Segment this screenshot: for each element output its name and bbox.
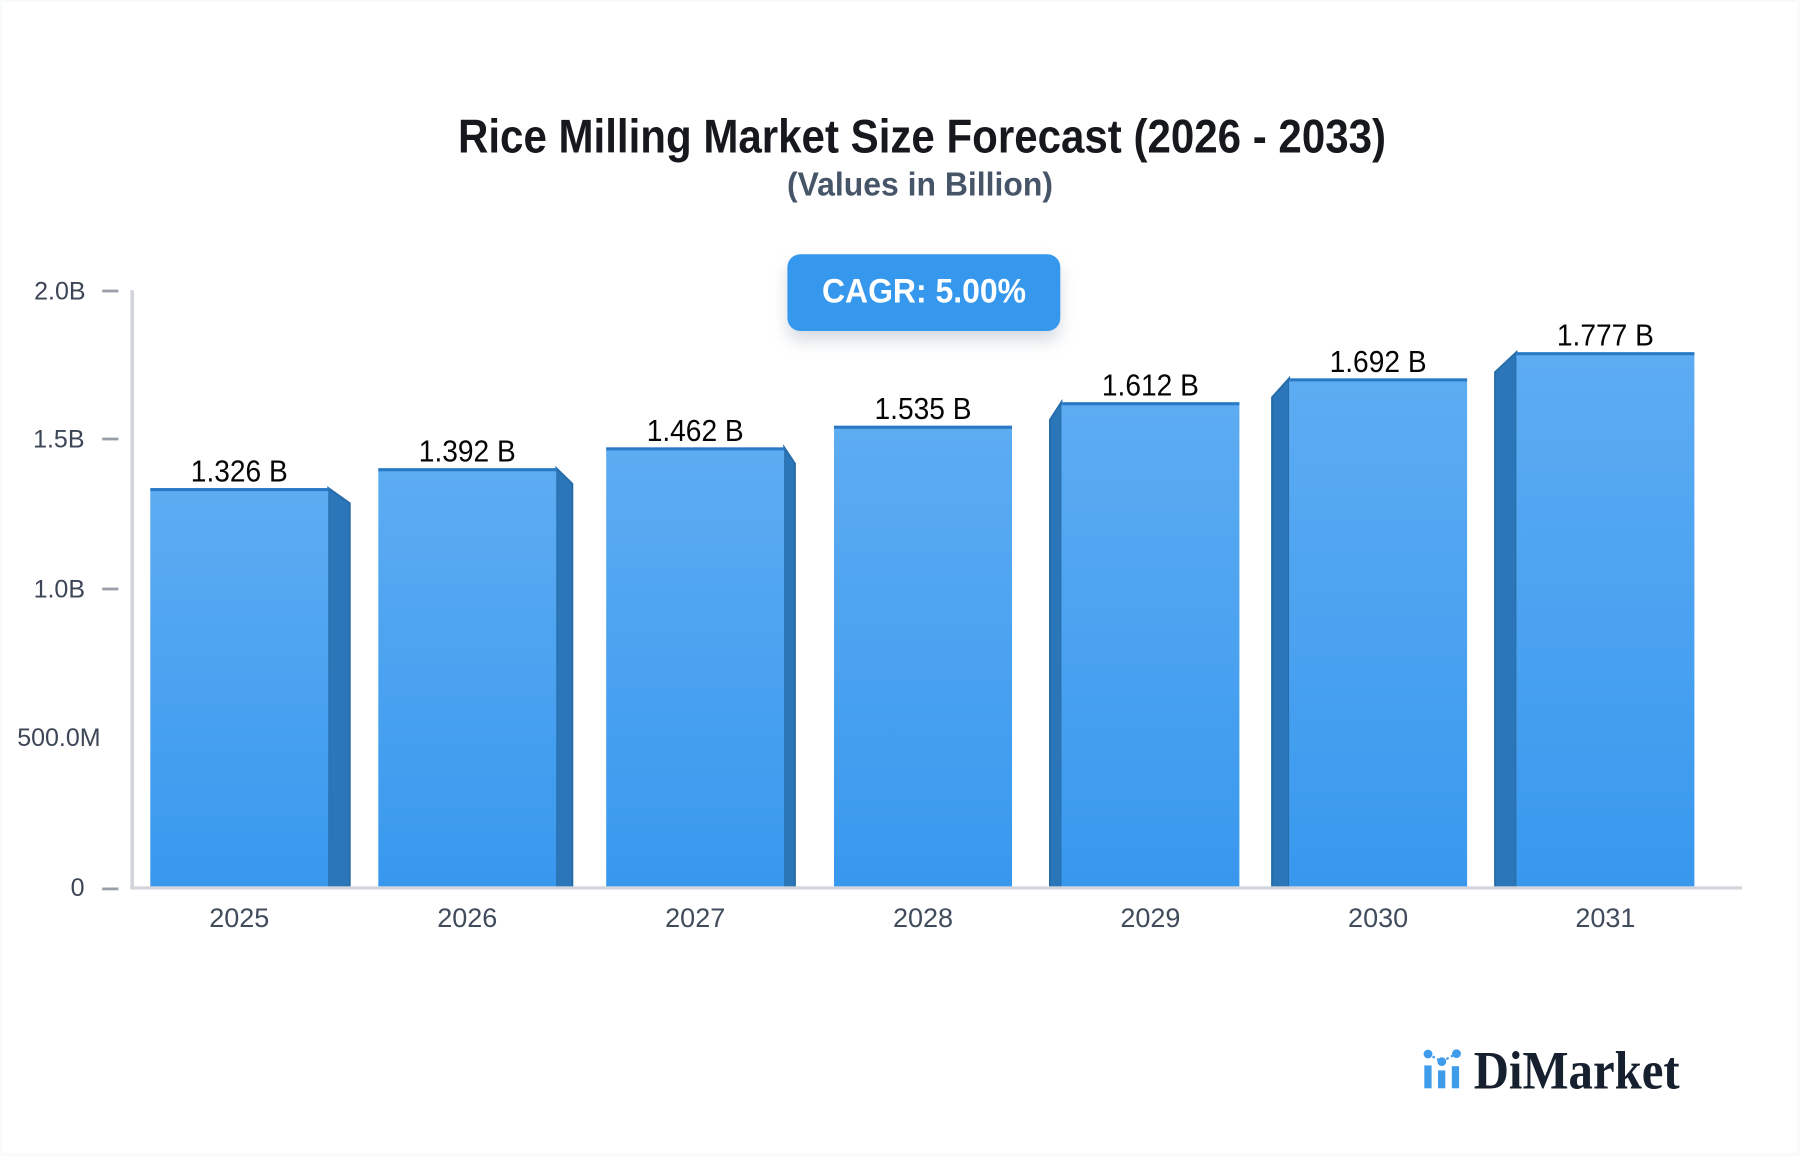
svg-text:2027: 2027 bbox=[665, 903, 725, 933]
svg-text:CAGR: 5.00%: CAGR: 5.00% bbox=[822, 272, 1026, 310]
svg-text:DiMarket: DiMarket bbox=[1474, 1041, 1680, 1101]
svg-text:2030: 2030 bbox=[1348, 903, 1408, 933]
svg-text:2029: 2029 bbox=[1120, 903, 1180, 933]
svg-text:2.0B: 2.0B bbox=[34, 278, 85, 306]
svg-text:0: 0 bbox=[71, 874, 85, 902]
svg-text:1.462 B: 1.462 B bbox=[647, 413, 744, 448]
svg-text:500.0M: 500.0M bbox=[17, 724, 100, 752]
svg-text:1.326 B: 1.326 B bbox=[191, 454, 288, 489]
svg-text:1.777 B: 1.777 B bbox=[1557, 318, 1654, 353]
svg-text:2031: 2031 bbox=[1575, 903, 1635, 933]
svg-text:1.535 B: 1.535 B bbox=[875, 391, 972, 426]
svg-text:1.612 B: 1.612 B bbox=[1102, 368, 1199, 403]
svg-text:1.392 B: 1.392 B bbox=[419, 434, 516, 469]
svg-text:1.692 B: 1.692 B bbox=[1330, 344, 1427, 379]
svg-text:2028: 2028 bbox=[893, 903, 953, 933]
svg-text:1.0B: 1.0B bbox=[34, 575, 85, 603]
svg-text:2026: 2026 bbox=[437, 903, 497, 933]
svg-text:(Values in Billion): (Values in Billion) bbox=[787, 166, 1053, 203]
svg-text:Rice Milling Market Size Forec: Rice Milling Market Size Forecast (2026 … bbox=[458, 110, 1386, 163]
svg-text:2025: 2025 bbox=[209, 903, 269, 933]
svg-text:1.5B: 1.5B bbox=[33, 425, 84, 453]
